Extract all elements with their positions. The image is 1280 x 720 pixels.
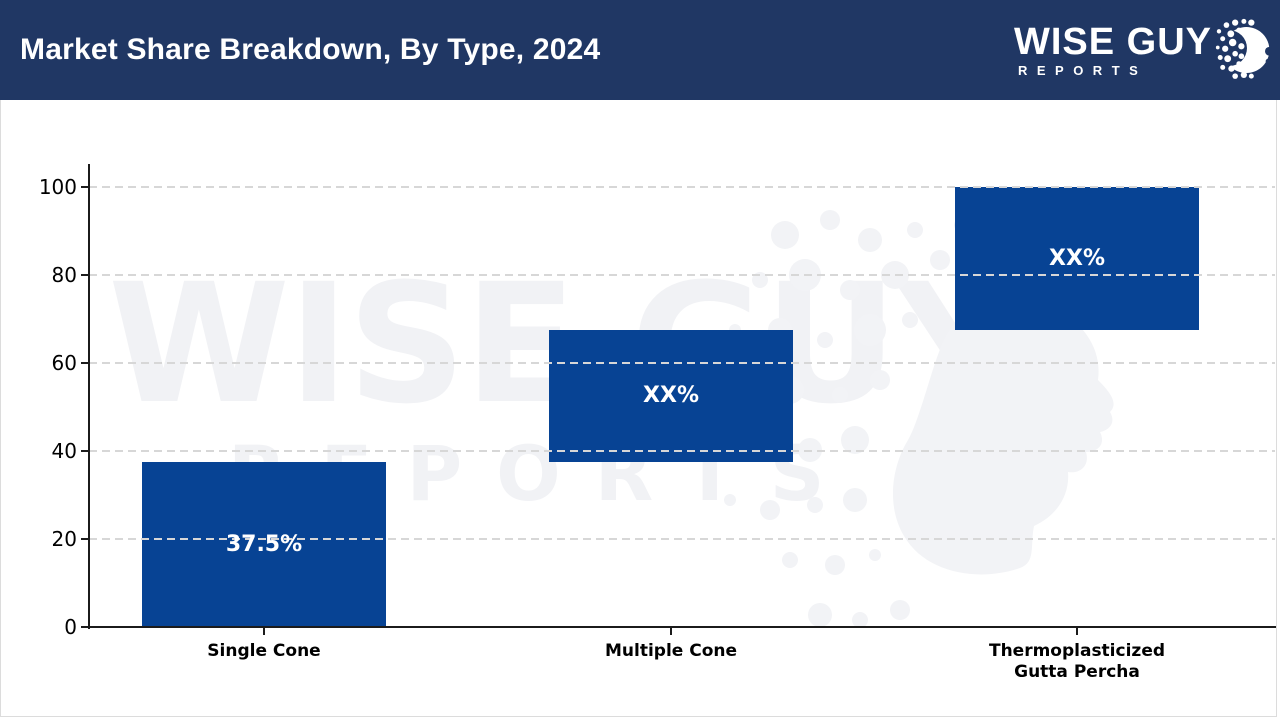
category-label-line: Gutta Percha — [1014, 662, 1140, 682]
bar-value-label: XX% — [643, 383, 699, 408]
category-label: Single Cone — [104, 641, 424, 662]
category-label: Multiple Cone — [511, 641, 831, 662]
category-label: Thermoplasticized Gutta Percha — [917, 641, 1237, 683]
category-label-line: Multiple Cone — [604, 641, 738, 661]
x-tick-2 — [1076, 628, 1078, 635]
y-tick-20 — [81, 538, 88, 540]
y-tick-label-0: 0 — [64, 615, 77, 639]
y-tick-label-100: 100 — [38, 175, 77, 199]
y-tick-label-40: 40 — [51, 439, 77, 463]
logo-head-icon — [1214, 18, 1270, 79]
logo-text: WISE GUY REPORTS — [1014, 22, 1212, 78]
gridline-100 — [89, 186, 1275, 188]
bar-multiple-cone — [549, 330, 793, 462]
bar-thermoplasticized-gutta-percha — [955, 187, 1199, 330]
y-tick-80 — [81, 274, 88, 276]
logo-reports-label: REPORTS — [1017, 63, 1148, 78]
gridline-80 — [89, 274, 1275, 276]
bar-value-label: XX% — [1049, 245, 1105, 271]
gridline-20 — [89, 538, 1275, 540]
bar-value-label: 37.5% — [225, 531, 303, 557]
bar-single-cone — [142, 462, 386, 627]
x-tick-0 — [263, 628, 265, 635]
y-tick-label-80: 80 — [51, 263, 77, 287]
y-tick-40 — [81, 450, 88, 452]
x-tick-1 — [670, 628, 672, 635]
y-axis-spine — [88, 164, 90, 629]
y-tick-label-20: 20 — [51, 527, 77, 551]
y-tick-0 — [81, 626, 88, 628]
gridline-40 — [89, 450, 1275, 452]
wiseguy-logo: WISE GUY REPORTS — [1014, 0, 1270, 100]
y-tick-label-60: 60 — [51, 351, 77, 375]
y-tick-60 — [81, 362, 88, 364]
chart-title: Market Share Breakdown, By Type, 2024 — [20, 33, 601, 66]
x-axis-spine — [88, 626, 1276, 628]
gridline-60 — [89, 362, 1275, 364]
category-label-line: Single Cone — [207, 641, 321, 661]
header-bar: Market Share Breakdown, By Type, 2024 WI… — [0, 0, 1280, 100]
watermark-face-silhouette — [892, 297, 1114, 575]
category-label-line: Thermoplasticized — [988, 641, 1166, 661]
y-tick-100 — [81, 186, 88, 188]
logo-wiseguy-label: WISE GUY — [1013, 21, 1212, 63]
